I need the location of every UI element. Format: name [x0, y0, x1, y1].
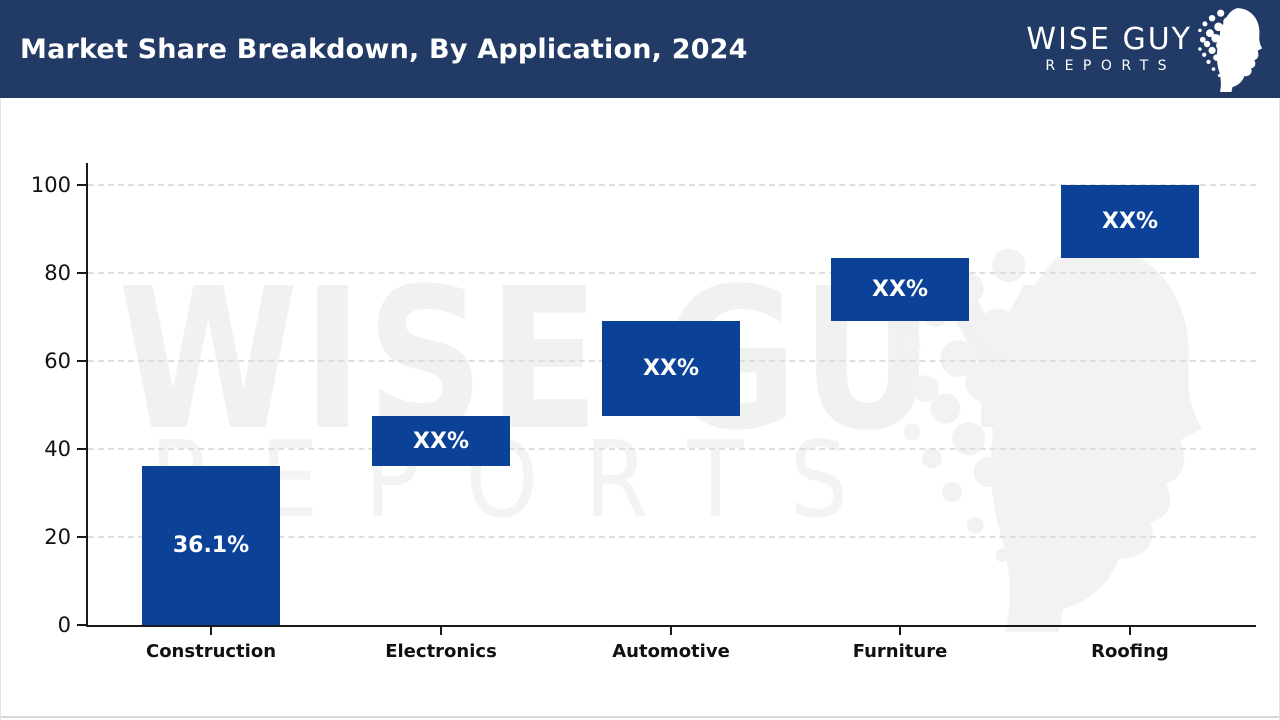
bar-construction: 36.1% [142, 466, 280, 625]
y-tick-label: 0 [57, 613, 71, 637]
y-tick-mark [77, 624, 86, 626]
y-tick-label: 40 [44, 437, 71, 461]
y-axis-line [86, 163, 88, 627]
bar-electronics: XX% [372, 416, 510, 467]
category-label-automotive: Automotive [612, 641, 730, 662]
chart-title: Market Share Breakdown, By Application, … [20, 33, 748, 65]
x-tick-mark [1129, 627, 1131, 635]
y-tick-mark [77, 184, 86, 186]
x-tick-mark [440, 627, 442, 635]
y-tick-mark [77, 360, 86, 362]
x-tick-mark [670, 627, 672, 635]
y-tick-mark [77, 272, 86, 274]
y-tick-label: 100 [30, 173, 71, 197]
left-edge-border [0, 98, 1, 720]
plot-area: 0 20 40 60 80 100 36.1% Construction XX% Electron… [0, 98, 1280, 720]
category-label-electronics: Electronics [385, 641, 497, 662]
category-label-furniture: Furniture [852, 641, 948, 662]
y-tick-label: 80 [44, 261, 71, 285]
wiseguy-logo: WISE GUY REPORTS [1026, 6, 1266, 92]
bar-furniture: XX% [831, 258, 969, 322]
bar-value-label: XX% [413, 428, 469, 454]
y-tick-mark [77, 536, 86, 538]
x-axis-line [86, 625, 1256, 627]
bar-automotive: XX% [602, 321, 740, 417]
logo-wiseguy-label: WISE GUY [1026, 22, 1192, 57]
wiseguy-logo-text: WISE GUY REPORTS [1026, 22, 1192, 74]
x-tick-mark [210, 627, 212, 635]
category-label-roofing: Roofing [1091, 641, 1169, 662]
bar-value-label: XX% [872, 277, 928, 303]
gridline [88, 536, 1256, 538]
gridline [88, 272, 1256, 274]
gridline [88, 448, 1256, 450]
category-label-construction: Construction [145, 641, 277, 662]
wiseguy-head-icon [1198, 8, 1263, 92]
y-tick-label: 20 [44, 525, 71, 549]
y-tick-mark [77, 448, 86, 450]
logo-reports-label: REPORTS [1045, 58, 1177, 74]
y-tick-label: 60 [44, 349, 71, 373]
bar-value-label: XX% [643, 356, 699, 382]
bar-value-label: XX% [1102, 209, 1158, 235]
bar-value-label: 36.1% [172, 533, 250, 559]
header-bar: Market Share Breakdown, By Application, … [0, 0, 1280, 98]
x-tick-mark [899, 627, 901, 635]
gridline [88, 184, 1256, 186]
bottom-divider [0, 716, 1280, 718]
bar-roofing: XX% [1061, 185, 1199, 259]
